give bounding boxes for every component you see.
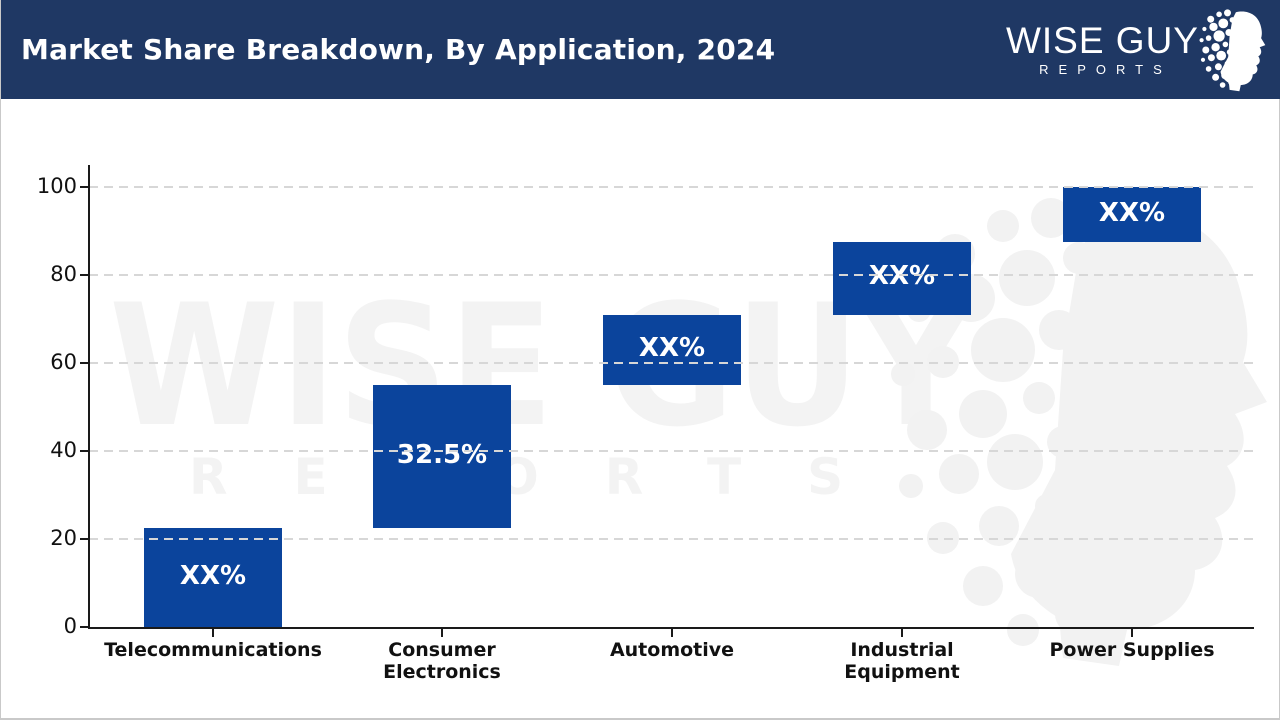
x-tick [901,629,903,637]
x-tick-label: Consumer Electronics [383,639,501,683]
y-tick [80,274,89,276]
x-tick-label: Industrial Equipment [844,639,960,683]
y-tick-label: 20 [50,526,77,550]
y-tick [80,538,89,540]
bar-value-label: 32.5% [396,439,488,470]
y-tick [80,626,89,628]
x-tick [671,629,673,637]
page-title: Market Share Breakdown, By Application, … [21,33,776,66]
y-tick [80,362,89,364]
y-tick-label: 80 [50,262,77,286]
x-tick-label: Telecommunications [104,639,322,661]
bar-value-label: XX% [868,261,936,292]
watermark-subtext: REPORTS [189,448,910,506]
y-tick-label: 40 [50,438,77,462]
y-tick [80,186,89,188]
x-axis [88,627,1254,629]
bar-automotive: XX% [603,314,741,385]
header-bar: Market Share Breakdown, By Application, … [1,0,1280,99]
x-tick-label: Automotive [609,639,735,661]
bar-value-label: XX% [638,332,706,363]
y-gridline [89,362,1254,364]
y-tick-label: 100 [36,174,77,198]
x-tick [441,629,443,637]
bar-power-supplies: XX% [1063,187,1201,242]
bar-value-label: XX% [179,560,247,591]
bar-value-label: XX% [1098,197,1166,228]
bar-industrial-equipment: XX% [833,242,971,315]
y-tick-label: 0 [63,614,77,638]
x-tick-label: Power Supplies [1049,639,1215,661]
y-gridline [89,186,1254,188]
y-axis [88,165,90,629]
bar-consumer-electronics: 32.5% [373,385,511,528]
y-gridline [89,538,1254,540]
y-tick [80,450,89,452]
brand-name: WISE GUY [1005,20,1199,61]
brand-subtitle: REPORTS [1039,62,1172,77]
watermark-text: WISE GUY [109,268,972,464]
y-gridline [89,274,1254,276]
y-tick-label: 60 [50,350,77,374]
x-tick [1131,629,1133,637]
x-tick [212,629,214,637]
brand-logo: WISE GUY REPORTS [1006,8,1267,92]
brand-logo-text: WISE GUY REPORTS [1006,22,1199,77]
dotted-head-logo-icon [1195,8,1267,92]
y-gridline [89,450,1254,452]
bar-telecommunications: XX% [144,528,282,627]
